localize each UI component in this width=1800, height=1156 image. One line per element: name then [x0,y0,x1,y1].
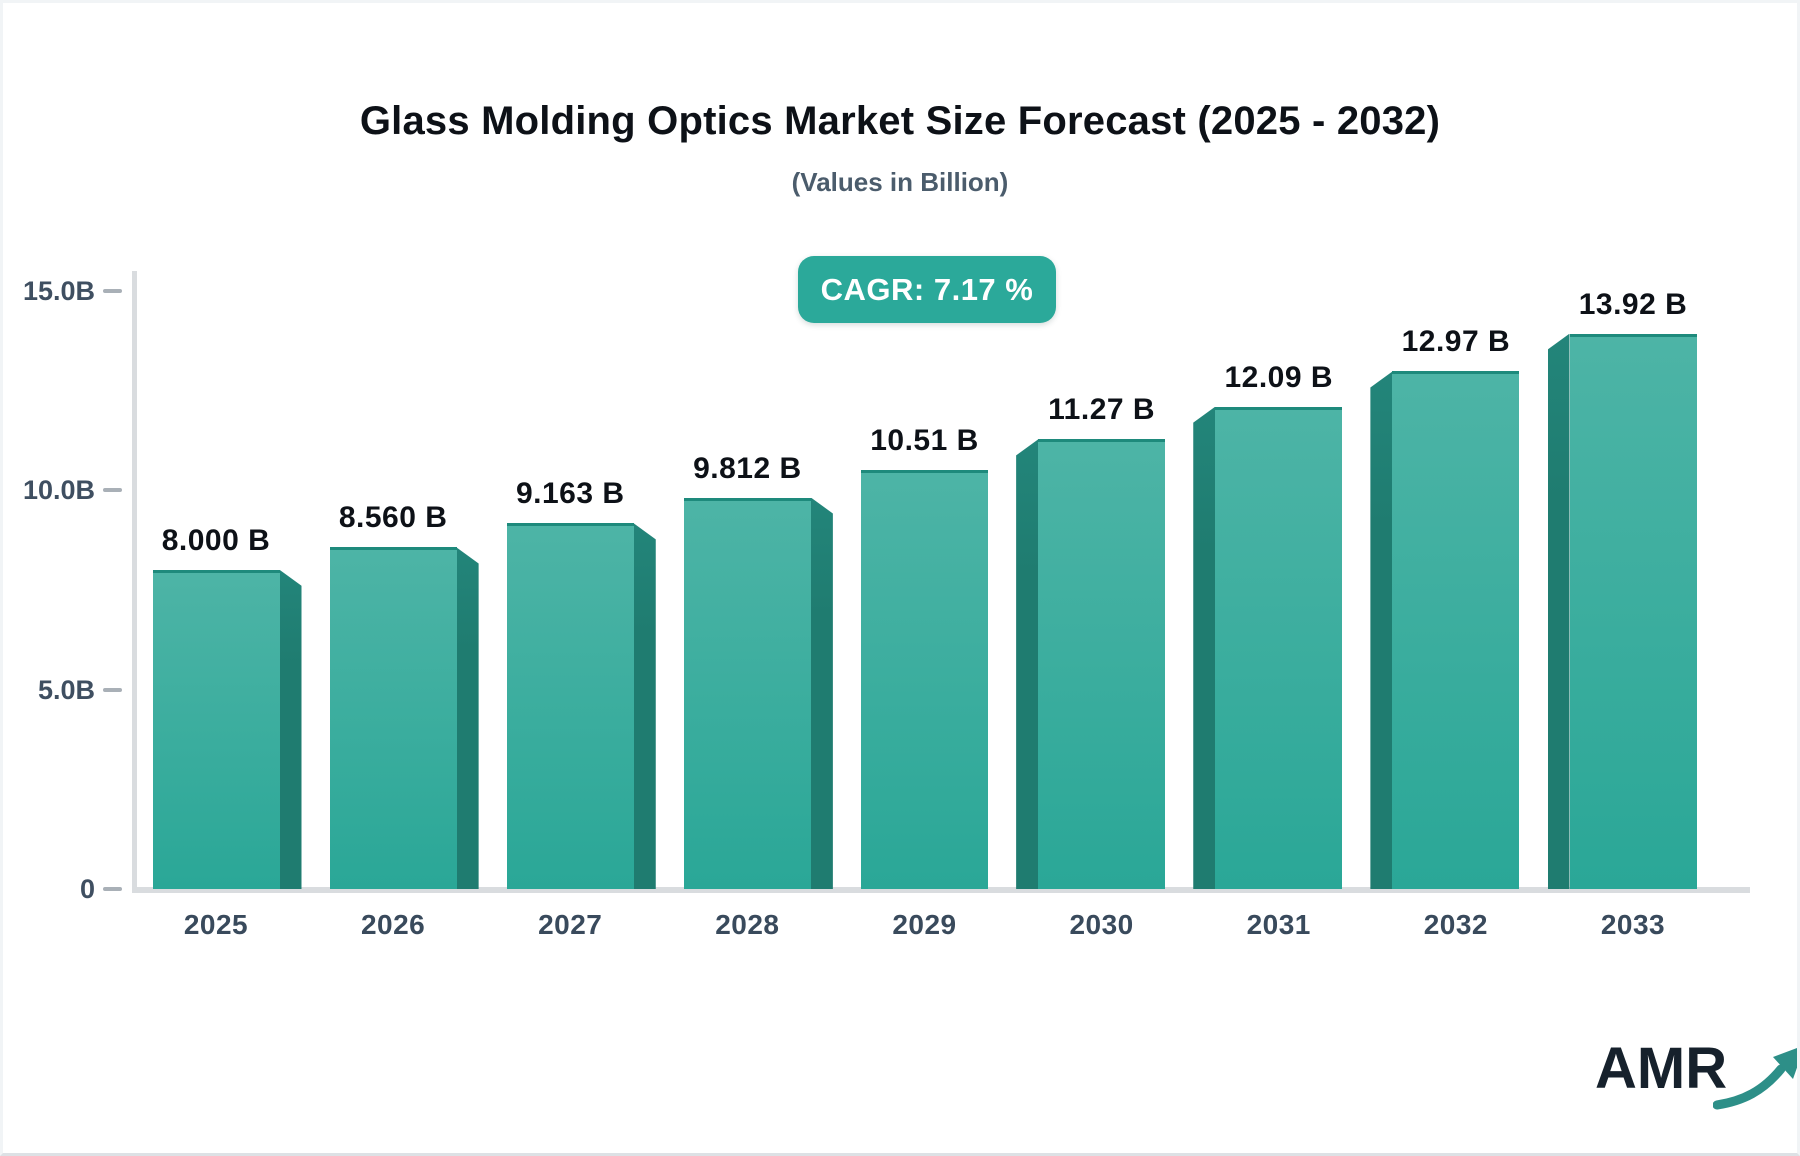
y-tick-mark [103,488,122,492]
bar-side-2026 [456,547,479,889]
x-tick-label-2031: 2031 [1246,909,1311,940]
bar-2025 [152,569,280,889]
y-tick-label-15.0B: 15.0B [22,275,95,306]
y-axis-line [132,271,137,893]
bar-2031 [1215,406,1343,889]
bar-value-label-2028: 9.812 B [693,451,802,485]
x-tick-label-2032: 2032 [1423,909,1489,940]
amr-logo-text: AMR [1595,1036,1728,1101]
y-tick-mark [103,687,122,692]
bar-side-2025 [279,569,302,889]
bar-value-label-2030: 11.27 B [1048,393,1156,427]
bar-side-2032 [1370,371,1393,889]
bar-side-2027 [633,523,656,889]
cagr-badge: CAGR: 7.17 % [798,256,1056,323]
bar-side-2028 [810,497,833,889]
y-tick-label-10.0B: 10.0B [22,475,95,505]
bar-2030 [1038,439,1166,889]
bar-2026 [329,547,457,889]
bar-value-label-2027: 9.163 B [515,477,625,511]
x-tick-label-2033: 2033 [1600,909,1666,940]
x-axis-line [132,887,1750,893]
cagr-badge-label: CAGR: 7.17 % [820,271,1034,307]
bar-side-2030 [1016,439,1039,889]
y-tick-mark [103,887,122,891]
x-tick-label-2029: 2029 [892,909,957,940]
y-tick-label-5.0B: 5.0B [37,674,95,705]
bar-value-label-2031: 12.09 B [1224,360,1334,394]
y-tick-label-0: 0 [79,874,95,904]
bar-2032 [1392,371,1520,889]
bar-value-label-2029: 10.51 B [870,423,979,457]
bar-value-label-2032: 12.97 B [1401,325,1511,359]
x-tick-label-2026: 2026 [360,909,426,940]
x-tick-label-2030: 2030 [1069,909,1134,940]
bar-2029 [861,469,988,889]
x-tick-label-2025: 2025 [183,909,249,940]
y-tick-mark [103,288,122,293]
bar-2033 [1569,333,1697,889]
amr-logo-arrow-icon [1713,1048,1797,1110]
bar-value-label-2025: 8.000 B [161,523,271,557]
amr-logo: AMR [1595,1035,1797,1127]
bar-side-2031 [1193,406,1216,889]
bar-side-2033 [1547,333,1570,889]
chart-subtitle: (Values in Billion) [791,167,1009,197]
bar-2028 [683,497,811,889]
bar-value-label-2033: 13.92 B [1578,287,1688,321]
x-tick-label-2027: 2027 [538,909,603,940]
bar-2027 [506,523,634,889]
bar-value-label-2026: 8.560 B [338,501,448,535]
x-tick-label-2028: 2028 [715,909,780,940]
chart-title: Glass Molding Optics Market Size Forecas… [359,99,1441,143]
